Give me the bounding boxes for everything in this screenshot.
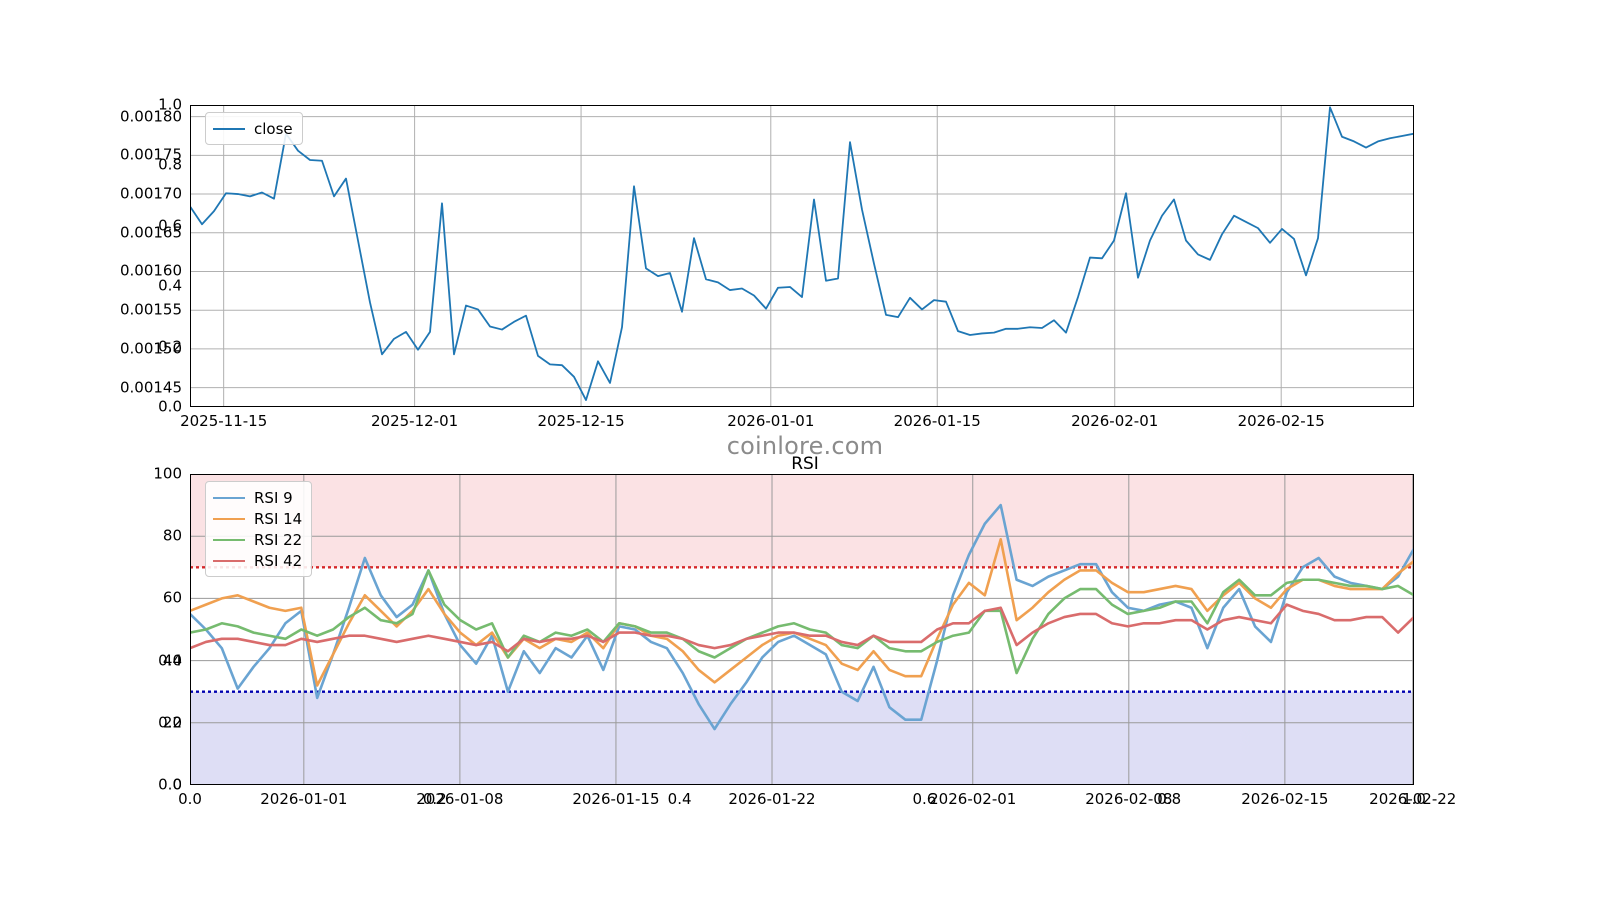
rsi-y-overlay-tick: 0.2	[158, 713, 182, 732]
rsi-y-tick: 100	[153, 464, 182, 483]
price-y-tick: 0.00165	[119, 223, 182, 242]
price-x-tick: 2025-12-01	[371, 412, 459, 430]
rsi-legend-item-0[interactable]: RSI 9	[213, 487, 302, 508]
price-x-tick: 2026-01-01	[727, 412, 815, 430]
rsi-plot-svg	[190, 474, 1414, 785]
rsi-x-tick: 2026-01-22	[728, 790, 816, 808]
rsi-x-overlay-tick: 0.8	[1157, 790, 1182, 808]
legend-line-icon	[213, 517, 245, 520]
price-y-overlay-tick: 0.0	[158, 397, 182, 416]
price-y-overlay-tick: 1.0	[158, 95, 182, 114]
rsi-x-tick: 2026-02-22	[1369, 790, 1457, 808]
price-y-tick: 0.00180	[119, 107, 182, 126]
legend-line-icon	[213, 127, 245, 130]
price-y-overlay-tick: 0.6	[158, 216, 182, 235]
rsi-x-tick: 2026-02-15	[1241, 790, 1329, 808]
price-y-tick: 0.00160	[119, 261, 182, 280]
coinlore-watermark: coinlore.com	[726, 432, 884, 460]
legend-label: RSI 14	[254, 509, 303, 528]
legend-line-icon	[213, 538, 245, 541]
price-y-tick: 0.00145	[119, 378, 182, 397]
rsi-legend-item-1[interactable]: RSI 14	[213, 508, 302, 529]
rsi-y-overlay-tick: 0.0	[158, 775, 182, 794]
legend-label: close	[254, 119, 293, 138]
rsi-x-overlay-tick: 0.2	[422, 790, 447, 808]
rsi-x-tick: 2026-01-01	[260, 790, 348, 808]
legend-label: RSI 42	[254, 551, 303, 570]
rsi-x-overlay-tick: 1.0	[1402, 790, 1426, 808]
rsi-y-tick: 60	[162, 588, 182, 607]
rsi-legend-item-3[interactable]: RSI 42	[213, 550, 302, 571]
rsi-y-tick: 20	[162, 713, 182, 732]
price-x-tick: 2026-01-15	[893, 412, 981, 430]
price-y-tick: 0.00175	[119, 145, 182, 164]
legend-line-icon	[213, 559, 245, 562]
rsi-legend-item-2[interactable]: RSI 22	[213, 529, 302, 550]
rsi-x-tick: 2026-02-01	[929, 790, 1017, 808]
price-plot-svg	[190, 105, 1414, 407]
price-legend: close	[205, 112, 303, 145]
price-y-tick: 0.00170	[119, 184, 182, 203]
rsi-x-tick: 2026-01-15	[572, 790, 660, 808]
rsi-x-overlay-tick: 0.0	[178, 790, 202, 808]
rsi-x-overlay-tick: 0.4	[667, 790, 692, 808]
legend-label: RSI 22	[254, 530, 303, 549]
price-x-tick: 2025-11-15	[180, 412, 268, 430]
rsi-chart-panel	[190, 474, 1414, 785]
rsi-y-tick: 0	[172, 775, 182, 794]
price-y-overlay-tick: 0.4	[158, 276, 182, 295]
price-y-overlay-tick: 0.8	[158, 155, 182, 174]
rsi-x-tick: 2026-02-08	[1085, 790, 1173, 808]
price-chart-panel	[190, 105, 1414, 407]
rsi-panel-title: RSI	[791, 454, 819, 474]
rsi-x-overlay-tick: 0.6	[912, 790, 937, 808]
legend-line-icon	[213, 496, 245, 499]
price-y-tick: 0.00155	[119, 300, 182, 319]
price-y-overlay-tick: 0.2	[158, 337, 182, 356]
rsi-legend: RSI 9 RSI 14 RSI 22 RSI 42	[205, 481, 313, 577]
price-y-tick: 0.00150	[119, 339, 182, 358]
price-x-tick: 2026-02-15	[1237, 412, 1325, 430]
rsi-y-overlay-tick: 0.4	[158, 651, 182, 670]
legend-item-0[interactable]: close	[213, 118, 293, 139]
price-x-tick: 2025-12-15	[537, 412, 625, 430]
price-x-tick: 2026-02-01	[1071, 412, 1159, 430]
rsi-y-tick: 80	[162, 526, 182, 545]
rsi-x-tick: 2026-01-08	[416, 790, 504, 808]
legend-label: RSI 9	[254, 488, 293, 507]
rsi-y-tick: 40	[162, 651, 182, 670]
